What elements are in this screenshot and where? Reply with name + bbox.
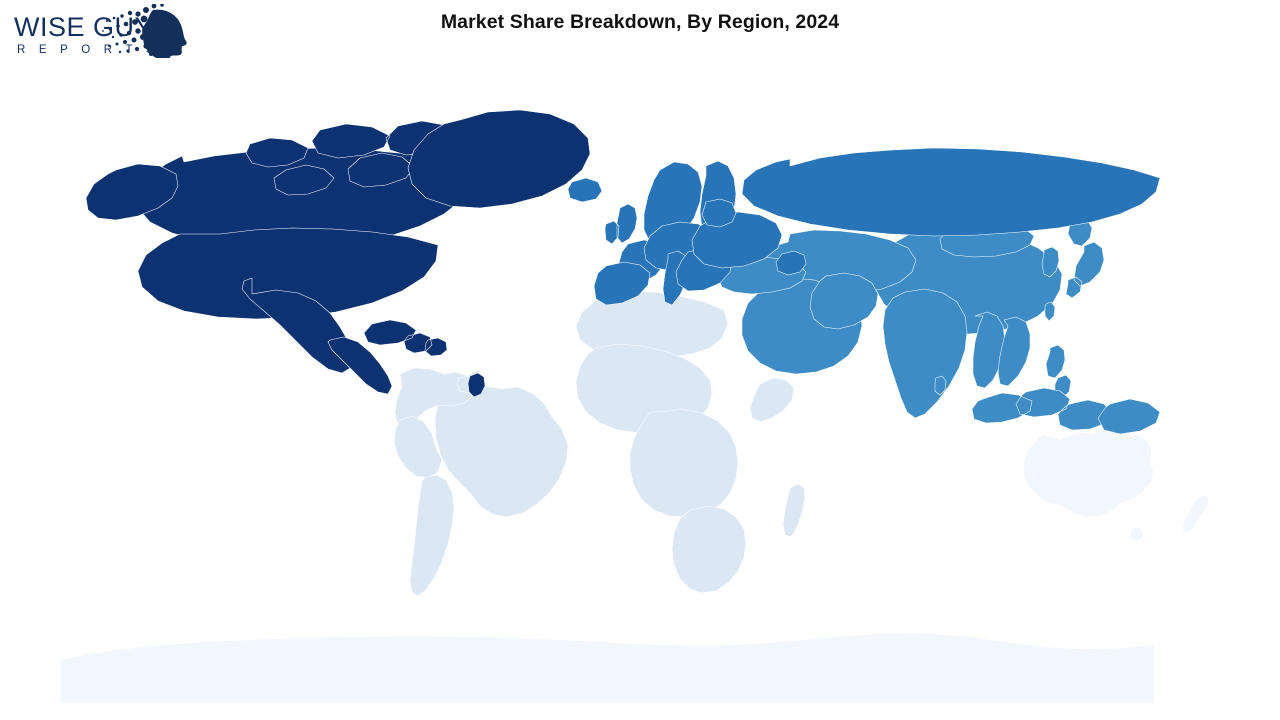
country-argentina-chile[interactable] [410,475,454,596]
country-brazil[interactable] [435,370,568,517]
world-map-container [0,48,1280,720]
country-spain-portugal[interactable] [594,262,650,305]
region-europe[interactable] [568,148,1160,305]
country-southern-africa[interactable] [672,506,746,593]
country-iran[interactable] [810,273,878,329]
country-indonesia[interactable] [972,388,1112,430]
country-iceland[interactable] [568,178,602,202]
region-south-america[interactable] [394,368,568,596]
country-united-states[interactable] [138,228,438,319]
country-greenland[interactable] [408,110,590,208]
country-madagascar[interactable] [783,484,805,537]
wise-guy-reports-logo[interactable]: WISE GUY R E P O R T S [10,4,200,58]
country-japan[interactable] [1066,214,1104,298]
country-cuba-caribbean[interactable] [364,320,447,356]
country-myanmar-thailand[interactable] [973,312,1005,388]
country-australia[interactable] [1023,430,1154,517]
country-caucasus[interactable] [776,251,806,275]
region-africa[interactable] [576,291,805,593]
page-title: Market Share Breakdown, By Region, 2024 [440,11,840,33]
country-north-africa[interactable] [576,291,728,358]
country-tasmania[interactable] [1130,527,1143,541]
country-uk-ireland[interactable] [605,204,637,244]
country-mexico[interactable] [242,278,354,373]
region-asia-pacific[interactable] [718,214,1160,434]
country-horn-of-africa[interactable] [750,378,794,422]
country-korea[interactable] [1042,247,1059,277]
country-french-guiana[interactable] [468,373,485,397]
logo-wordmark-primary: WISE GUY [14,12,153,42]
country-russia[interactable] [742,148,1160,236]
country-vietnam-cambodia[interactable] [998,317,1030,386]
country-central-america[interactable] [328,337,392,394]
country-central-africa[interactable] [630,409,738,517]
country-sri-lanka[interactable] [935,376,946,395]
country-new-zealand[interactable] [1182,495,1209,533]
country-peru-bolivia[interactable] [394,416,442,478]
region-oceania-antarctica[interactable] [60,430,1209,703]
country-india[interactable] [883,289,967,418]
country-alaska[interactable] [86,164,178,220]
country-taiwan[interactable] [1045,302,1055,321]
market-share-choropleth-map[interactable] [0,48,1280,720]
head-profile-dots-icon [102,4,187,58]
page-header: WISE GUY R E P O R T S [0,0,1280,62]
region-north-america[interactable] [86,110,590,397]
country-baltics[interactable] [702,199,736,227]
country-new-guinea[interactable] [1098,399,1160,434]
continent-antarctica[interactable] [60,633,1154,703]
